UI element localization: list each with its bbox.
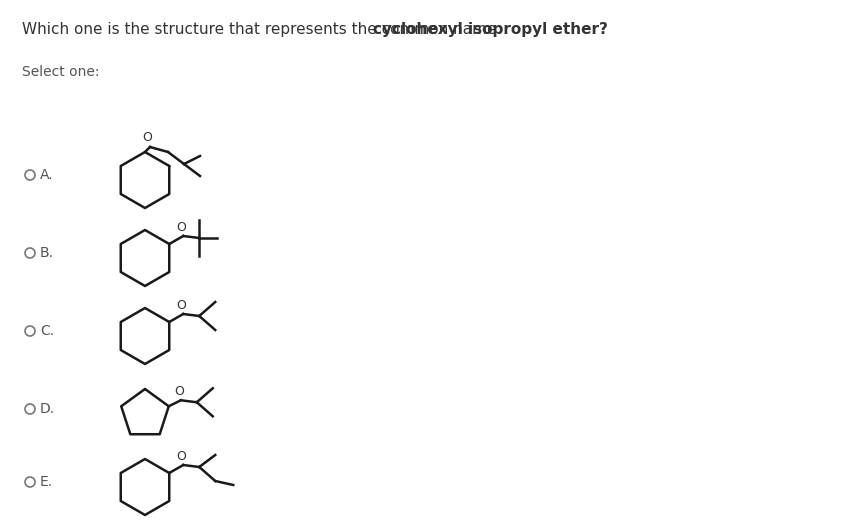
Text: Which one is the structure that represents the common name: Which one is the structure that represen…	[22, 22, 501, 37]
Text: O: O	[176, 450, 186, 463]
Text: A.: A.	[40, 168, 53, 182]
Text: Select one:: Select one:	[22, 65, 100, 79]
Text: cyclohexyl isopropyl ether?: cyclohexyl isopropyl ether?	[373, 22, 608, 37]
Text: O: O	[142, 131, 152, 144]
Text: O: O	[176, 221, 186, 234]
Text: O: O	[174, 386, 184, 398]
Text: C.: C.	[40, 324, 54, 338]
Text: D.: D.	[40, 402, 55, 416]
Text: B.: B.	[40, 246, 54, 260]
Text: E.: E.	[40, 475, 53, 489]
Text: O: O	[176, 299, 186, 312]
